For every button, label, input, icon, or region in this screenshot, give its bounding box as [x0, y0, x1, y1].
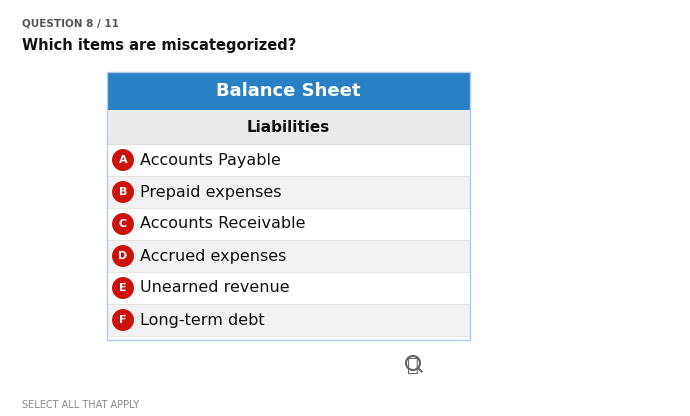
- Ellipse shape: [112, 309, 134, 331]
- Text: QUESTION 8 / 11: QUESTION 8 / 11: [22, 18, 119, 28]
- FancyBboxPatch shape: [107, 144, 470, 176]
- FancyBboxPatch shape: [107, 176, 470, 208]
- Ellipse shape: [112, 149, 134, 171]
- FancyBboxPatch shape: [107, 240, 470, 272]
- Ellipse shape: [112, 213, 134, 235]
- Text: Long-term debt: Long-term debt: [140, 312, 265, 327]
- Text: B: B: [119, 187, 127, 197]
- Text: Unearned revenue: Unearned revenue: [140, 280, 290, 295]
- FancyBboxPatch shape: [107, 110, 470, 144]
- Text: Which items are miscategorized?: Which items are miscategorized?: [22, 38, 297, 53]
- Text: Accounts Payable: Accounts Payable: [140, 153, 281, 168]
- Text: C: C: [119, 219, 127, 229]
- Text: SELECT ALL THAT APPLY: SELECT ALL THAT APPLY: [22, 400, 139, 410]
- Ellipse shape: [112, 181, 134, 203]
- FancyBboxPatch shape: [107, 272, 470, 304]
- Text: Liabilities: Liabilities: [247, 119, 330, 134]
- FancyBboxPatch shape: [107, 208, 470, 240]
- Text: F: F: [119, 315, 127, 325]
- Text: ⌕: ⌕: [407, 356, 419, 374]
- Text: Prepaid expenses: Prepaid expenses: [140, 185, 282, 200]
- Text: Accounts Receivable: Accounts Receivable: [140, 216, 306, 231]
- Text: A: A: [119, 155, 128, 165]
- Ellipse shape: [112, 277, 134, 299]
- Text: D: D: [119, 251, 128, 261]
- Text: Accrued expenses: Accrued expenses: [140, 248, 286, 263]
- Ellipse shape: [112, 245, 134, 267]
- Text: E: E: [119, 283, 127, 293]
- Text: Balance Sheet: Balance Sheet: [216, 82, 361, 100]
- FancyBboxPatch shape: [107, 72, 470, 110]
- FancyBboxPatch shape: [107, 304, 470, 336]
